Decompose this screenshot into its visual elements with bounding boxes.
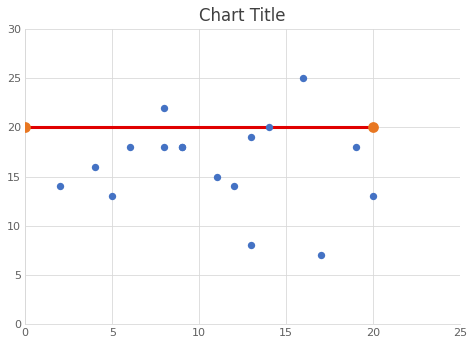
Point xyxy=(300,76,307,81)
Point xyxy=(109,194,116,199)
Point xyxy=(213,174,220,179)
Point xyxy=(56,184,64,189)
Point xyxy=(178,144,185,150)
Point xyxy=(247,135,255,140)
Point xyxy=(247,243,255,248)
Point xyxy=(369,125,377,130)
Title: Chart Title: Chart Title xyxy=(200,7,286,25)
Point xyxy=(317,253,325,258)
Point xyxy=(265,125,273,130)
Point xyxy=(369,194,377,199)
Point xyxy=(91,164,99,169)
Point xyxy=(230,184,238,189)
Point xyxy=(126,144,133,150)
Point xyxy=(21,125,29,130)
Point xyxy=(178,144,185,150)
Point xyxy=(161,144,168,150)
Point xyxy=(352,144,359,150)
Point xyxy=(161,105,168,111)
